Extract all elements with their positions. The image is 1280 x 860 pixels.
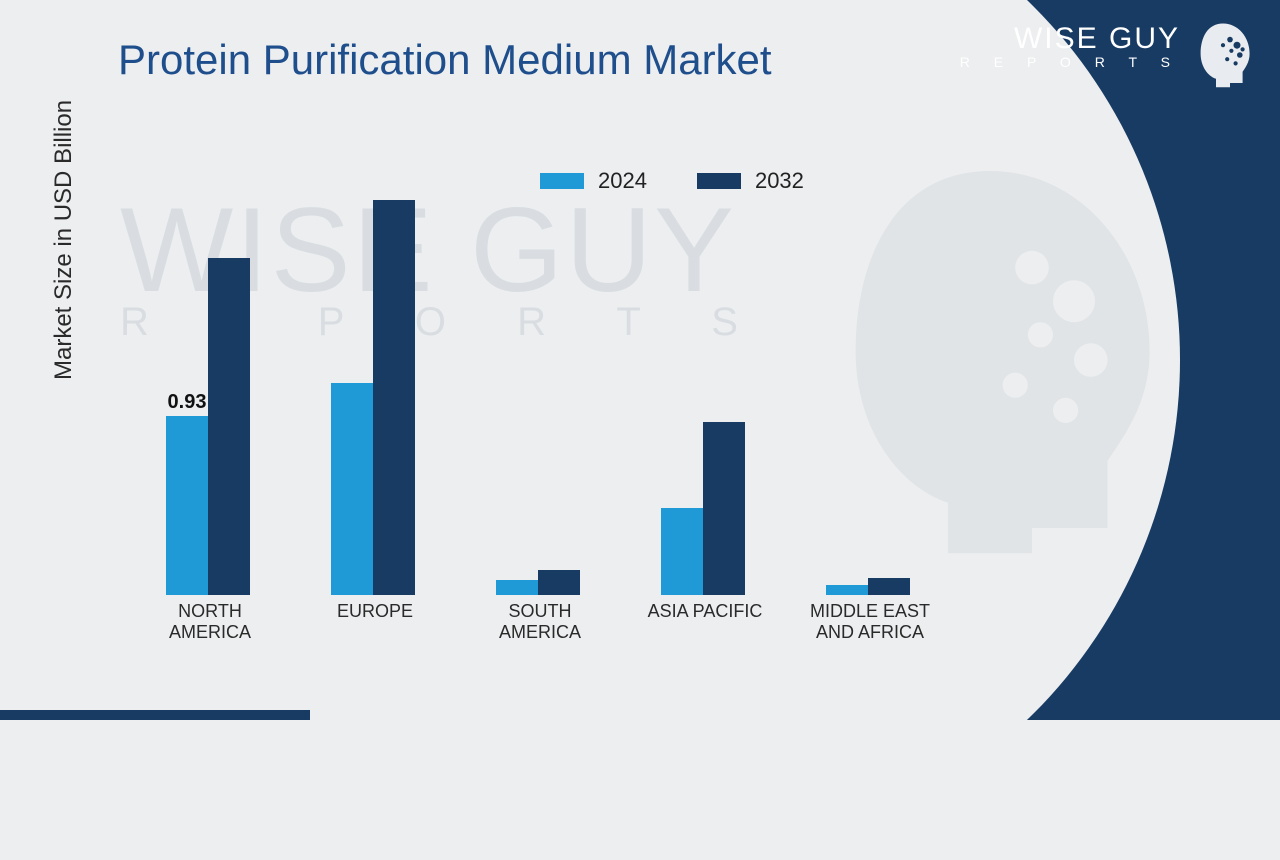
chart-title: Protein Purification Medium Market: [118, 36, 772, 84]
y-axis-label: Market Size in USD Billion: [50, 100, 78, 380]
bar-2024: [826, 585, 868, 595]
x-axis-label: SOUTH AMERICA: [475, 601, 605, 642]
legend-swatch-2024: [540, 173, 584, 189]
legend-label-2024: 2024: [598, 168, 647, 194]
legend-item-2024: 2024: [540, 168, 647, 194]
bar-2024: [661, 508, 703, 595]
legend-label-2032: 2032: [755, 168, 804, 194]
bar-value-label: 0.93: [168, 391, 207, 414]
x-axis-label: EUROPE: [310, 601, 440, 622]
x-axis-label: MIDDLE EAST AND AFRICA: [805, 601, 935, 642]
legend-swatch-2032: [697, 173, 741, 189]
bar-chart-plot: 0.93NORTH AMERICAEUROPESOUTH AMERICAASIA…: [130, 200, 950, 595]
chart-canvas: WISE GUY R E P O R T S Protein Purificat…: [0, 0, 1280, 720]
brand-line1: WISE GUY: [960, 22, 1180, 56]
bar-2032: [538, 570, 580, 595]
bar-2024: [166, 416, 208, 595]
bar-2032: [373, 200, 415, 595]
x-axis-label: ASIA PACIFIC: [640, 601, 770, 622]
legend-item-2032: 2032: [697, 168, 804, 194]
bottom-accent-bar: [0, 710, 310, 720]
brand-head-icon: [1188, 20, 1258, 90]
brand-line2: R E P O R T S: [960, 54, 1180, 70]
bar-2032: [868, 578, 910, 595]
bar-2024: [496, 580, 538, 595]
brand-logo: WISE GUY R E P O R T S: [960, 22, 1180, 70]
x-axis-label: NORTH AMERICA: [145, 601, 275, 642]
legend: 2024 2032: [540, 168, 804, 194]
bar-2024: [331, 383, 373, 595]
bar-2032: [703, 422, 745, 595]
bar-2032: [208, 258, 250, 595]
right-brand-panel: [970, 0, 1280, 720]
